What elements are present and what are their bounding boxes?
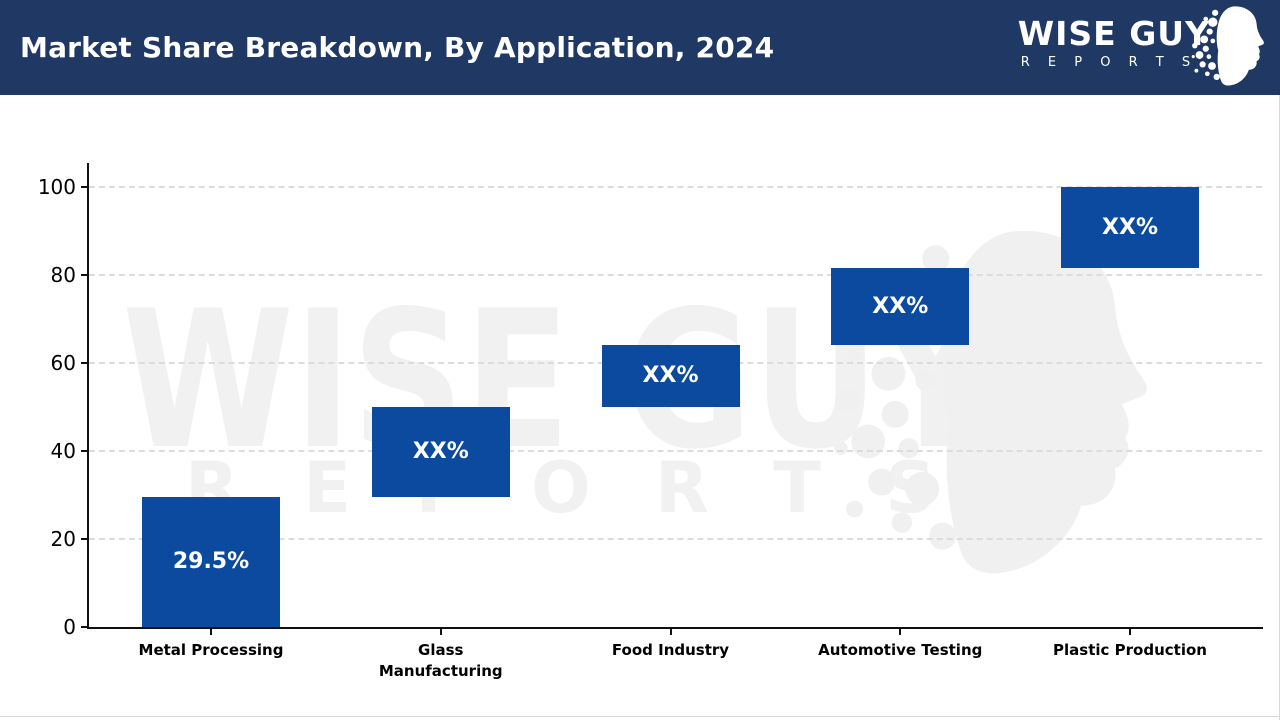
y-axis-line <box>87 163 89 628</box>
y-tick-label: 0 <box>63 615 76 639</box>
bar-0 <box>142 497 280 627</box>
y-tick-label: 100 <box>37 175 76 199</box>
bar-value-label: XX% <box>412 439 469 465</box>
header-bar: Market Share Breakdown, By Application, … <box>0 0 1280 95</box>
gridline-80 <box>89 274 1262 276</box>
bar-4 <box>1061 187 1199 269</box>
y-tick-label: 60 <box>50 351 76 375</box>
gridline-20 <box>89 538 1262 540</box>
bar-value-label: XX% <box>872 293 929 319</box>
wise-guy-logo: WISE GUY R E P O R T S <box>1017 14 1210 71</box>
y-tick-mark <box>81 626 88 628</box>
y-tick-mark <box>81 450 88 452</box>
bar-3 <box>831 268 970 346</box>
y-tick-label: 80 <box>50 263 76 287</box>
y-tick-mark <box>81 186 88 188</box>
logo-reports-text: R E P O R T S <box>1020 55 1198 70</box>
x-tick-mark <box>669 629 672 635</box>
y-tick-mark <box>81 538 88 540</box>
x-tick-mark <box>210 629 212 635</box>
y-tick-label: 20 <box>50 527 76 551</box>
bar-value-label: 29.5% <box>172 549 250 575</box>
logo-name-text: WISE GUY <box>1017 14 1210 53</box>
bar-value-label: XX% <box>1102 214 1158 240</box>
bar-2 <box>601 345 740 407</box>
x-tick-mark <box>439 629 442 635</box>
x-category-label: Automotive Testing <box>818 641 983 659</box>
x-category-label: Plastic Production <box>1053 641 1207 659</box>
y-tick-label: 40 <box>50 439 76 463</box>
y-tick-mark <box>81 362 88 364</box>
x-tick-mark <box>899 629 902 635</box>
bar-1 <box>371 407 510 498</box>
gridline-40 <box>89 450 1262 452</box>
logo-head-icon <box>1191 6 1264 86</box>
x-category-label: Food Industry <box>611 641 730 659</box>
bottom-border-line <box>0 716 1280 717</box>
chart-title: Market Share Breakdown, By Application, … <box>20 31 775 64</box>
x-axis-line <box>87 627 1263 629</box>
bar-value-label: XX% <box>642 363 699 389</box>
gridline-100 <box>89 186 1262 188</box>
x-category-label: Metal Processing <box>138 641 284 659</box>
y-tick-mark <box>81 274 88 276</box>
x-category-label: Glass Manufacturing <box>378 641 503 680</box>
x-tick-mark <box>1129 629 1131 635</box>
